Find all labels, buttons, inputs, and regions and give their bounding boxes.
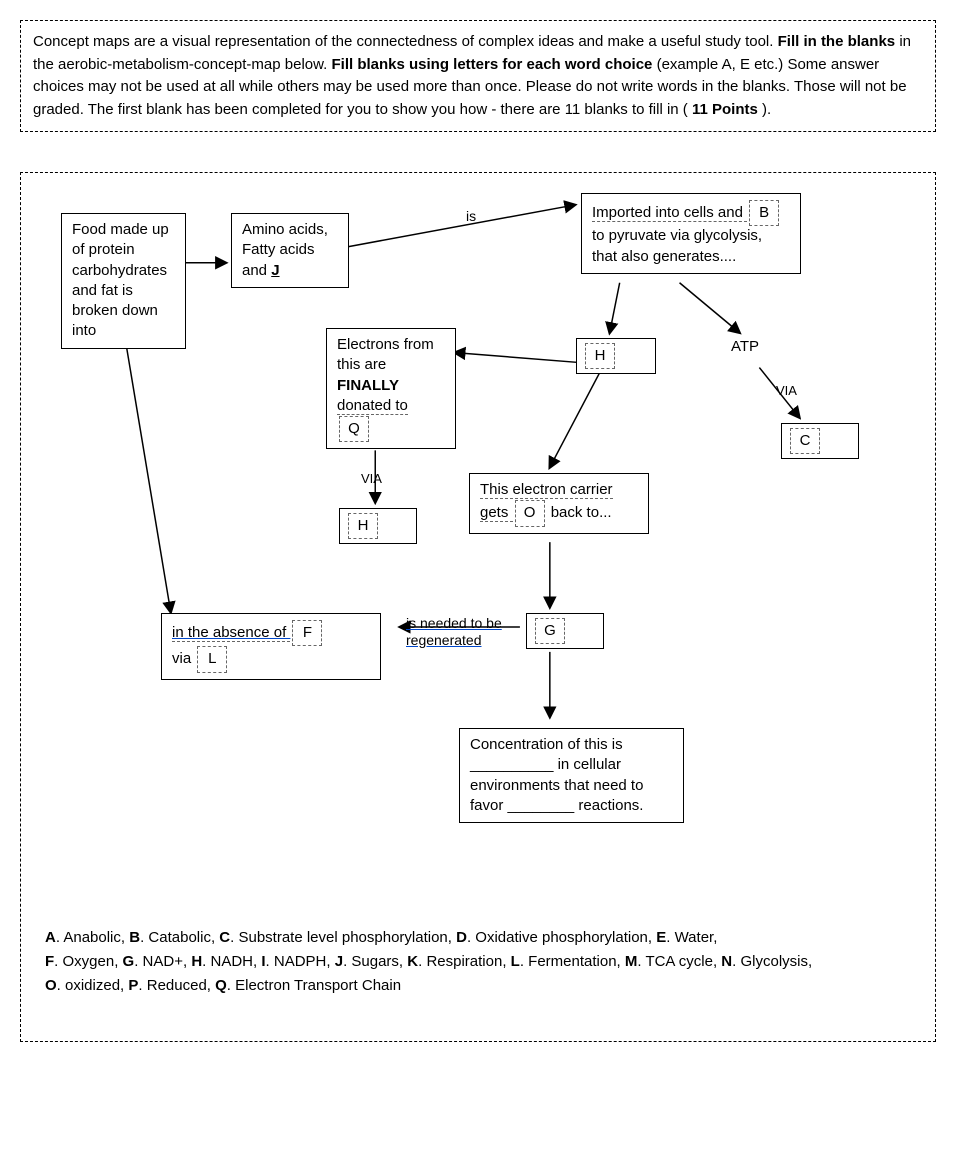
instr-text: Concept maps are a visual representation…	[33, 33, 778, 50]
blank-imported[interactable]: B	[749, 200, 779, 226]
instr-fill-letters: Fill blanks using letters for each word …	[331, 56, 652, 73]
electrons-b: donated to	[337, 397, 408, 415]
answer-key: A. Anabolic, B. Catabolic, C. Substrate …	[33, 918, 923, 1006]
electrons-a: Electrons from this are	[337, 336, 434, 373]
node-amino: Amino acids, Fatty acids and J	[231, 213, 349, 288]
node-c: C	[781, 423, 859, 459]
amino-line1: Amino acids,	[242, 221, 328, 238]
label-atp: ATP	[731, 338, 759, 355]
blank-absence1[interactable]: F	[292, 620, 322, 646]
blank-nadh1[interactable]: H	[585, 343, 615, 369]
node-nadh2: H	[339, 508, 417, 544]
node-nadh1: H	[576, 338, 656, 374]
node-food: Food made up of protein carbohydrates an…	[61, 213, 186, 349]
label-is: is	[466, 208, 476, 224]
concentration-text: Concentration of this is __________ in c…	[470, 736, 643, 814]
food-text: Food made up of protein carbohydrates an…	[72, 221, 169, 339]
blank-carrier[interactable]: O	[515, 500, 545, 526]
node-carrier: This electron carrier gets O back to...	[469, 473, 649, 534]
blank-c[interactable]: C	[790, 428, 820, 454]
instructions-panel: Concept maps are a visual representation…	[20, 20, 936, 132]
blank-absence2[interactable]: L	[197, 646, 227, 672]
concept-map: Food made up of protein carbohydrates an…	[20, 172, 936, 1042]
blank-g[interactable]: G	[535, 618, 565, 644]
amino-line2: Fatty acids	[242, 241, 315, 258]
node-imported: Imported into cells and B to pyruvate vi…	[581, 193, 801, 280]
node-electrons: Electrons from this are FINALLY donated …	[326, 328, 456, 449]
imported-text-a: Imported into cells and	[592, 204, 747, 222]
instr-points: 11 Points	[692, 101, 758, 118]
node-concentration: Concentration of this is __________ in c…	[459, 728, 684, 823]
blank-nadh2[interactable]: H	[348, 513, 378, 539]
blank-electrons[interactable]: Q	[339, 416, 369, 442]
carrier-b: back to...	[551, 504, 612, 521]
instr-text: ).	[762, 101, 771, 118]
node-g: G	[526, 613, 604, 649]
amino-line3a: and	[242, 262, 271, 279]
amino-j: J	[271, 262, 279, 279]
absence-b: via	[172, 650, 195, 667]
absence-a: in the absence of	[172, 624, 290, 642]
label-via-electrons: VIA	[361, 471, 382, 486]
electrons-finally: FINALLY	[337, 377, 399, 394]
imported-text-b: to pyruvate via glycolysis, that also ge…	[592, 227, 762, 264]
label-regen: is needed to be regenerated	[406, 615, 516, 649]
node-absence: in the absence of F via L	[161, 613, 381, 680]
instr-fill-blanks: Fill in the blanks	[778, 33, 896, 50]
label-via-atp: VIA	[776, 383, 797, 398]
